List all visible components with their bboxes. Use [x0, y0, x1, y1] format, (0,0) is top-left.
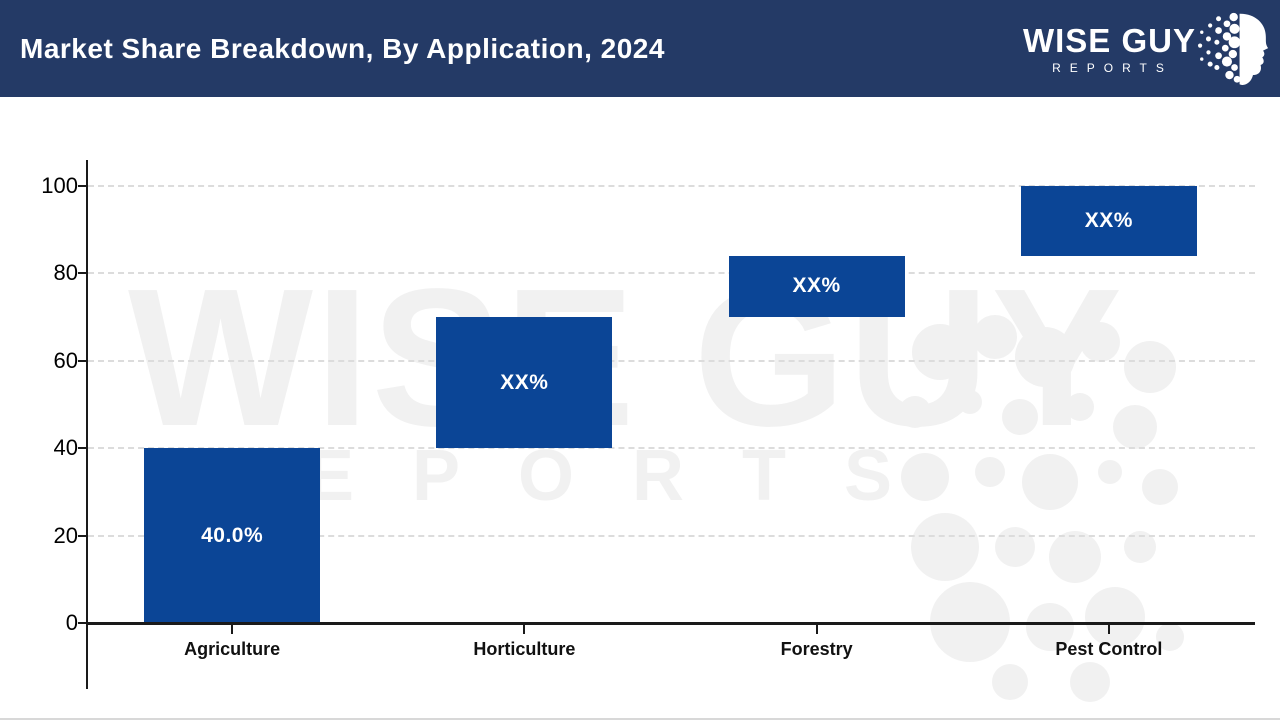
category-label-horticulture: Horticulture: [473, 639, 576, 659]
x-axis-line: [86, 622, 1255, 625]
category-label-forestry: Forestry: [780, 639, 853, 659]
bar-value-label-agriculture: 40.0%: [201, 523, 264, 547]
head-profile-icon: [1197, 12, 1269, 86]
gridline-100: [88, 185, 1255, 187]
bar-value-label-pest-control: XX%: [1084, 208, 1133, 232]
y-tick-label-80: 80: [53, 260, 78, 286]
y-axis-tick-40: [78, 447, 87, 450]
watermark-head-dots-icon: [899, 315, 1184, 702]
y-tick-label-0: 0: [65, 610, 78, 635]
bar-pest-control: XX%: [1020, 186, 1197, 256]
gridline-20: [88, 534, 1255, 537]
bar-forestry: XX%: [728, 255, 905, 318]
category-label-agriculture: Agriculture: [184, 639, 281, 659]
y-tick-label-20: 20: [53, 522, 78, 548]
category-label-pest-control: Pest Control: [1055, 639, 1163, 659]
y-tick-label-100: 100: [41, 173, 78, 198]
x-axis-tick-horticulture: [523, 625, 526, 634]
gridline-80: [88, 272, 1255, 275]
brand-logo-text: WISE GUY REPORTS: [1022, 21, 1196, 75]
gridline-60: [88, 359, 1255, 362]
bar-value-label-forestry: XX%: [792, 274, 841, 298]
y-axis-tick-100: [78, 185, 87, 187]
bar-agriculture: 40.0%: [144, 448, 321, 623]
x-axis-tick-pest-control: [1107, 625, 1110, 634]
brand-subname: REPORTS: [1052, 60, 1173, 75]
page-title: Market Share Breakdown, By Application, …: [20, 32, 665, 64]
header-bar: Market Share Breakdown, By Application, …: [0, 0, 1280, 97]
bar-horticulture: XX%: [436, 317, 613, 449]
x-axis-tick-agriculture: [231, 625, 234, 634]
bar-value-label-horticulture: XX%: [500, 370, 549, 394]
y-axis-tick-80: [78, 272, 87, 275]
y-axis-tick-60: [78, 359, 87, 362]
y-axis-line: [86, 160, 88, 689]
x-axis-tick-forestry: [815, 625, 818, 634]
brand-name: WISE GUY: [1022, 21, 1196, 59]
y-tick-label-40: 40: [53, 435, 78, 461]
y-tick-label-60: 60: [53, 347, 78, 373]
brand-logo: WISE GUY REPORTS: [1023, 6, 1274, 92]
y-axis-tick-0: [78, 622, 87, 624]
y-axis-tick-20: [78, 534, 87, 537]
gridline-40: [88, 447, 1255, 450]
chart-area: WISE GUY REPORTS 0 20 40 60 80 100: [0, 97, 1280, 718]
